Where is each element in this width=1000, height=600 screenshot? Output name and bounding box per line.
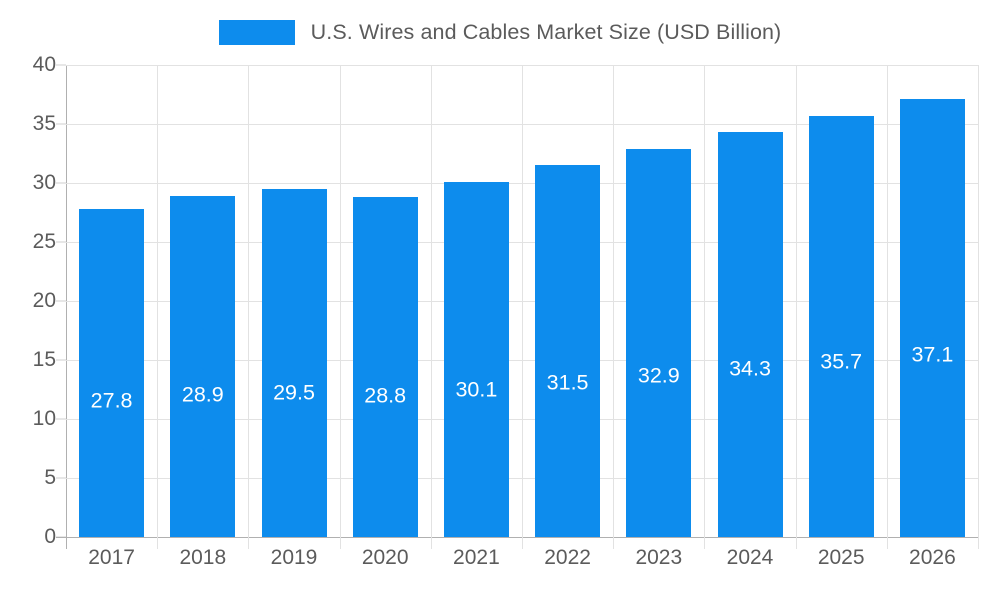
bar[interactable]: 37.1 <box>899 99 965 537</box>
gridline-vertical <box>431 65 432 549</box>
bar-value-label: 28.8 <box>364 383 407 408</box>
bar[interactable]: 29.5 <box>261 188 327 537</box>
x-axis-tick-label: 2021 <box>453 546 500 569</box>
y-axis-tick-label: 5 <box>44 466 56 489</box>
x-axis-tick-label: 2026 <box>909 546 956 569</box>
bar[interactable]: 35.7 <box>808 115 874 537</box>
bar-value-label: 35.7 <box>820 349 863 374</box>
gridline-vertical <box>248 65 249 549</box>
y-axis-tick-label: 20 <box>32 289 56 312</box>
x-axis-tick-label: 2020 <box>361 546 409 569</box>
x-axis-tick-label: 2019 <box>270 546 318 569</box>
gridline-vertical <box>157 65 158 549</box>
y-axis-spine <box>66 65 67 549</box>
y-axis-tick-mark <box>56 359 66 361</box>
x-axis-tick-label: 2023 <box>635 546 683 569</box>
y-axis-tick-label: 15 <box>32 348 56 371</box>
y-axis-tick-label: 35 <box>32 112 56 135</box>
y-axis-tick-mark <box>56 241 66 243</box>
y-axis-tick-label: 10 <box>32 407 56 430</box>
x-axis-tick-label: 2024 <box>726 546 774 569</box>
bar-value-label: 32.9 <box>637 363 680 388</box>
y-axis-tick-mark <box>56 477 66 479</box>
bar[interactable]: 32.9 <box>626 148 692 537</box>
x-axis-tick-label: 2025 <box>817 546 865 569</box>
x-axis-baseline <box>56 537 978 538</box>
x-axis-tick-label: 2017 <box>88 546 135 569</box>
bar-value-label: 37.1 <box>911 342 954 367</box>
y-axis-tick-mark <box>56 123 66 125</box>
y-axis-tick-label: 0 <box>44 525 56 548</box>
y-axis-tick-mark <box>56 64 66 66</box>
bar[interactable]: 28.8 <box>352 197 418 537</box>
gridline-vertical <box>340 65 341 549</box>
plot-area: 27.8 28.9 29.5 28.8 30.1 31.5 32.9 34.3 35.7 37.1 <box>56 65 979 549</box>
bar-value-label: 28.9 <box>181 382 224 407</box>
legend-color-swatch <box>218 19 295 45</box>
y-axis-tick-label: 25 <box>32 230 56 253</box>
bar[interactable]: 31.5 <box>535 165 601 537</box>
x-axis-tick-label: 2018 <box>179 546 227 569</box>
y-axis-tick-label: 30 <box>32 171 56 194</box>
bar-value-label: 27.8 <box>90 388 133 413</box>
bar[interactable]: 27.8 <box>79 208 145 537</box>
gridline-vertical <box>522 65 523 549</box>
bar-value-label: 31.5 <box>546 370 589 395</box>
legend-entry-label: U.S. Wires and Cables Market Size (USD B… <box>310 19 782 44</box>
gridline-vertical <box>613 65 614 549</box>
bar-value-label: 34.3 <box>729 356 771 381</box>
y-axis-tick-label: 40 <box>32 53 56 76</box>
bar[interactable]: 28.9 <box>170 195 236 537</box>
bar[interactable]: 34.3 <box>717 132 783 537</box>
bar-value-label: 30.1 <box>455 377 498 402</box>
y-axis-tick-mark <box>56 418 66 420</box>
gridline-vertical <box>887 65 888 549</box>
y-axis-tick-mark <box>56 300 66 302</box>
x-axis-tick-label: 2022 <box>544 546 591 569</box>
gridline-vertical <box>796 65 797 549</box>
chart-legend: U.S. Wires and Cables Market Size (USD B… <box>0 14 1000 50</box>
bar[interactable]: 30.1 <box>443 181 509 537</box>
bar-value-label: 29.5 <box>273 380 315 405</box>
y-axis-tick-mark <box>56 182 66 184</box>
gridline-vertical <box>704 65 705 549</box>
gridline-vertical <box>978 65 979 549</box>
y-axis-tick-labels: 0 5 10 15 20 25 30 35 40 <box>0 0 66 600</box>
